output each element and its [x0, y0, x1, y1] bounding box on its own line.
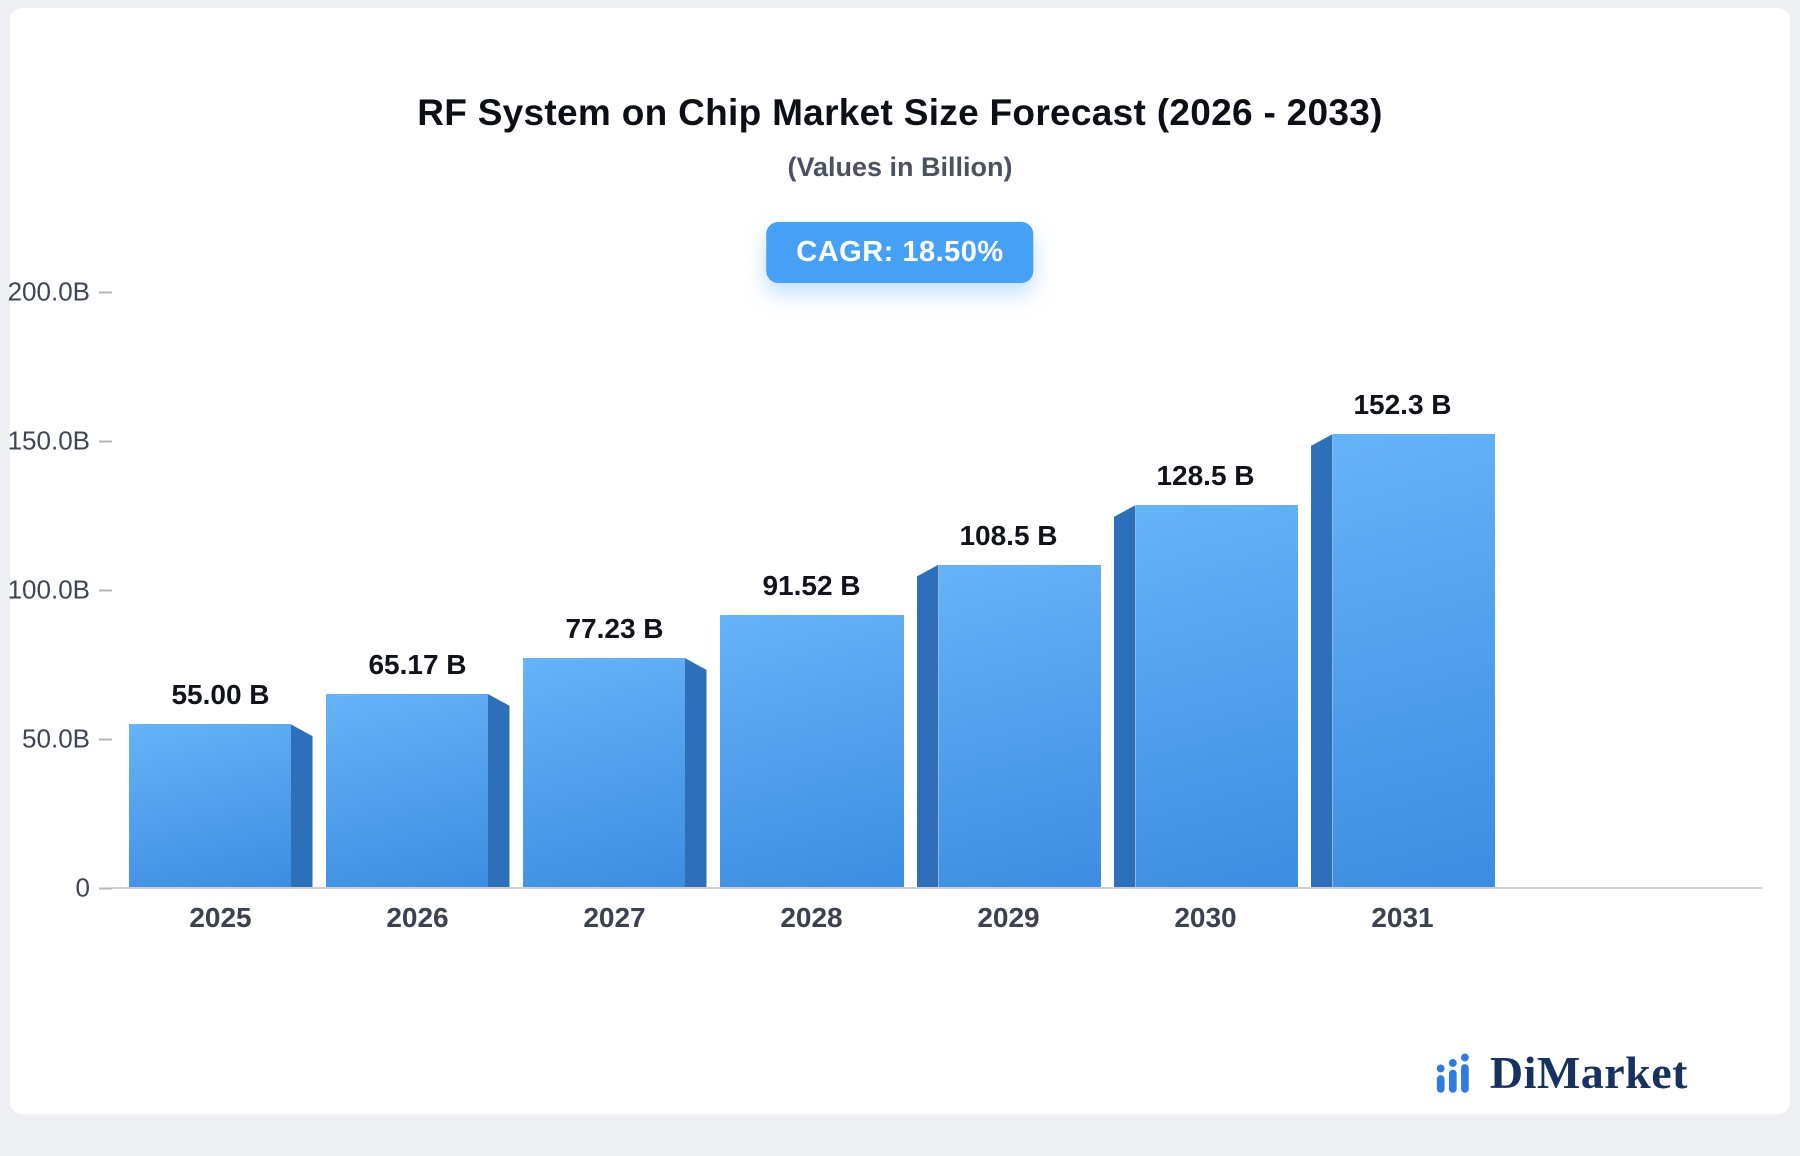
bar-2027: 77.23 B [522, 613, 707, 888]
bar-group: 55.00 B [122, 292, 319, 888]
bar-value-label: 77.23 B [565, 612, 664, 644]
y-tick-mark [99, 589, 112, 591]
bars-container: 55.00 B 65.17 B 77.23 B 91.52 B 108.5 B 128.5… [122, 292, 1762, 888]
y-tick-label: 50.0B [22, 723, 90, 754]
x-axis-label-2025: 2025 [189, 902, 252, 933]
y-tick-mark [99, 887, 112, 889]
bar-value-label: 152.3 B [1353, 389, 1452, 421]
cagr-badge: CAGR: 18.50% [766, 222, 1034, 283]
bar-group: 128.5 B [1107, 292, 1304, 888]
bar-2026: 65.17 B [325, 649, 510, 888]
y-tick-label: 150.0B [7, 425, 90, 456]
y-tick: 0 [76, 873, 112, 904]
bar-chart-logo-icon [1436, 1053, 1469, 1093]
bar-group: 77.23 B [516, 292, 713, 888]
bar-face [719, 615, 904, 888]
bar-2031: 152.3 B [1310, 389, 1495, 888]
bar-face [128, 724, 291, 888]
bar-face [522, 657, 685, 888]
bar-value-label: 65.17 B [368, 648, 467, 680]
bar-value-label: 91.52 B [762, 570, 861, 602]
plot-area: 55.00 B 65.17 B 77.23 B 91.52 B 108.5 B 128.5… [112, 292, 1762, 889]
bar-face [325, 693, 488, 888]
bar-group: 65.17 B [319, 292, 516, 888]
bar-depth-face [290, 724, 313, 888]
x-axis-label-2026: 2026 [386, 902, 449, 933]
x-axis-label-2029: 2029 [977, 902, 1040, 933]
y-tick-label: 100.0B [7, 574, 90, 605]
y-tick-mark [99, 440, 112, 442]
bar-value-label: 108.5 B [959, 519, 1058, 551]
bar-depth-face [684, 657, 707, 888]
bar-2029: 108.5 B [916, 520, 1101, 888]
bar-group: 91.52 B [713, 292, 910, 888]
bar-group: 152.3 B [1304, 292, 1501, 888]
x-axis-baseline [112, 887, 1762, 889]
x-axis-label-2027: 2027 [583, 902, 646, 933]
y-tick-mark [99, 738, 112, 740]
y-tick: 200.0B [8, 277, 112, 308]
brand-logo: DiMarket [1433, 1050, 1688, 1096]
chart-subtitle: (Values in Billion) [787, 152, 1013, 182]
bar-face [938, 564, 1101, 888]
y-tick: 100.0B [8, 575, 112, 606]
y-axis: 200.0B 150.0B 100.0B 50.0B 0 [0, 277, 112, 903]
y-tick-mark [99, 291, 112, 293]
y-tick-label: 200.0B [7, 276, 90, 307]
x-axis-label-2031: 2031 [1371, 902, 1434, 933]
bar-depth-face [1113, 505, 1136, 888]
bar-depth-face [1310, 434, 1333, 888]
x-axis-label-2028: 2028 [780, 902, 843, 933]
bar-group: 108.5 B [910, 292, 1107, 888]
bar-depth-face [916, 564, 939, 888]
bar-value-label: 128.5 B [1156, 460, 1255, 492]
y-tick: 150.0B [8, 426, 112, 457]
bar-2030: 128.5 B [1113, 460, 1298, 888]
bar-2028: 91.52 B [719, 570, 904, 888]
bar-2025: 55.00 B [128, 679, 313, 888]
bar-face [1332, 434, 1495, 888]
y-tick-label: 0 [75, 872, 90, 903]
bar-face [1135, 505, 1298, 888]
x-axis: 2025 2026 2027 2028 2029 2030 2031 [122, 902, 1762, 944]
x-axis-label-2030: 2030 [1174, 902, 1237, 933]
brand-logo-text: DiMarket [1489, 1047, 1688, 1098]
chart-title: RF System on Chip Market Size Forecast (… [417, 92, 1383, 133]
bar-depth-face [487, 693, 510, 888]
bar-value-label: 55.00 B [171, 679, 270, 711]
y-tick: 50.0B [22, 724, 112, 755]
